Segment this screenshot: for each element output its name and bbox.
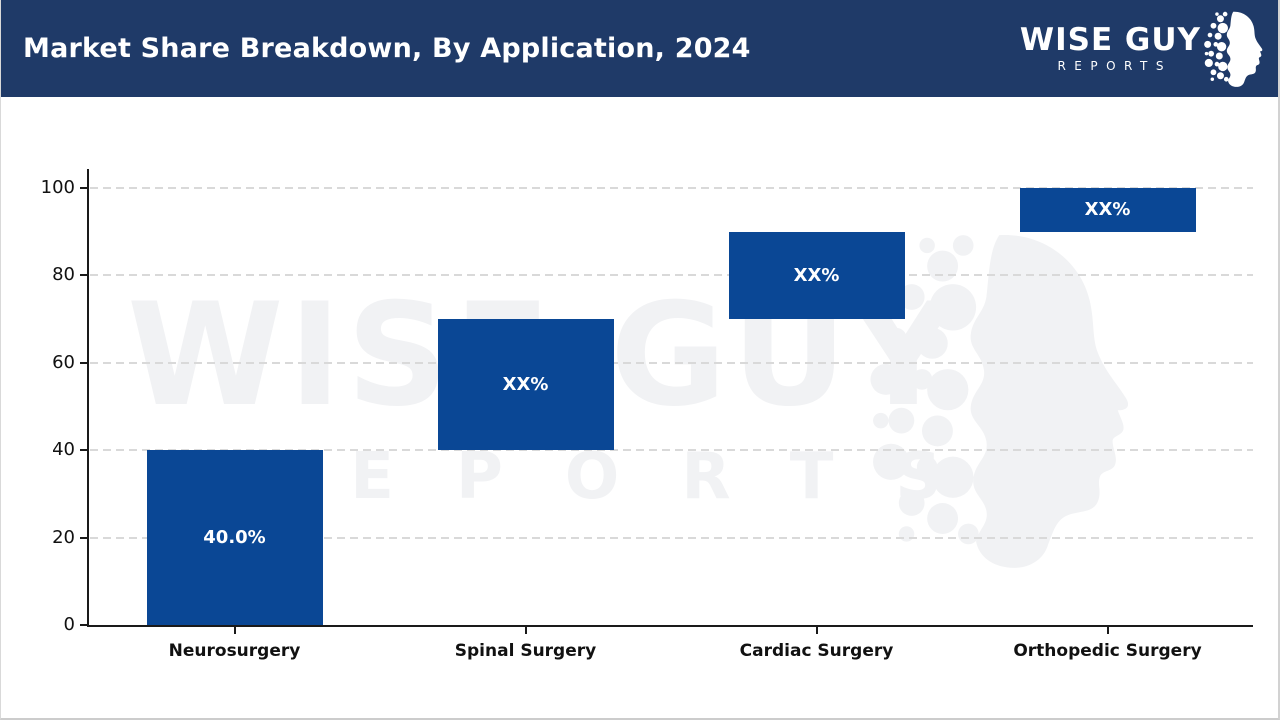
y-tick-label: 40 — [52, 439, 75, 461]
brand-logo-text: WISE GUY REPORTS — [1019, 22, 1201, 73]
x-tick-0 — [233, 627, 236, 634]
y-tick-0 — [80, 624, 87, 626]
x-tick-1 — [524, 627, 527, 634]
y-tick-80 — [80, 274, 87, 277]
y-tick-60 — [80, 361, 87, 364]
gridline-y20 — [90, 536, 1253, 539]
y-tick-label: 60 — [52, 351, 75, 373]
y-tick-label: 20 — [52, 526, 75, 548]
gridline-y100 — [90, 187, 1253, 189]
plot-area: 0 20 40 60 80 100 40.0% Neurosurgery XX% Spinal S… — [1, 97, 1278, 718]
bar-value-label: XX% — [793, 264, 840, 286]
y-axis-spine — [87, 169, 89, 627]
brand-logo: WISE GUY REPORTS — [1020, 9, 1267, 89]
x-category-label: Spinal Surgery — [454, 641, 597, 661]
y-tick-label: 80 — [52, 264, 75, 286]
brand-subtitle: REPORTS — [1057, 59, 1172, 73]
chart-area: WISE GUY REPORTS 0 20 40 60 80 100 40.0% Neuros… — [1, 97, 1278, 718]
bar-value-label: XX% — [502, 374, 549, 396]
y-tick-20 — [80, 536, 87, 539]
bar-spinal-surgery: XX% — [437, 319, 614, 451]
header: Market Share Breakdown, By Application, … — [1, 0, 1278, 97]
x-category-label: Cardiac Surgery — [739, 641, 894, 661]
gridline-y80 — [90, 274, 1253, 277]
y-tick-label: 0 — [63, 614, 75, 635]
x-tick-3 — [1106, 627, 1109, 634]
x-category-label: Orthopedic Surgery — [1013, 641, 1202, 661]
y-tick-40 — [80, 449, 87, 452]
bar-neurosurgery: 40.0% — [146, 450, 323, 625]
bar-value-label: XX% — [1084, 199, 1131, 221]
x-category-label: Neurosurgery — [168, 641, 301, 661]
bar-cardiac-surgery: XX% — [728, 231, 905, 320]
x-tick-2 — [815, 627, 818, 634]
page-title: Market Share Breakdown, By Application, … — [23, 33, 751, 64]
x-axis-spine — [87, 625, 1253, 627]
bar-orthopedic-surgery: XX% — [1019, 188, 1196, 232]
gridline-y40 — [90, 449, 1253, 452]
wiseguy-head-icon — [1204, 11, 1263, 87]
y-tick-label: 100 — [40, 177, 75, 198]
bar-value-label: 40.0% — [203, 527, 266, 549]
gridline-y60 — [90, 361, 1253, 364]
y-tick-100 — [80, 187, 87, 189]
brand-wordmark: WISE GUY — [1019, 22, 1201, 58]
